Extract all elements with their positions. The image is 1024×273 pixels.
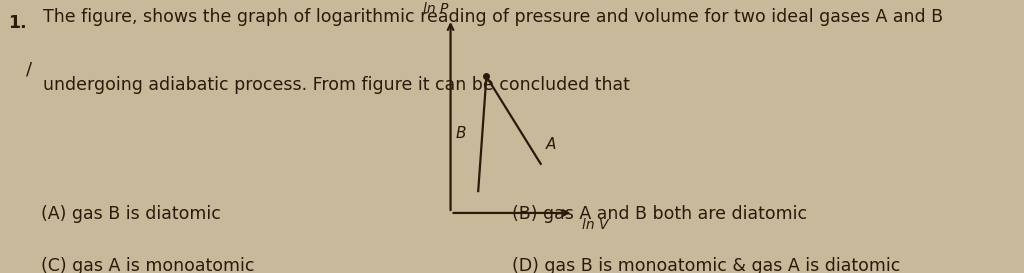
Text: (A) gas B is diatomic: (A) gas B is diatomic: [41, 205, 221, 223]
Text: (C) gas A is monoatomic: (C) gas A is monoatomic: [41, 257, 254, 273]
Text: ln P: ln P: [423, 2, 447, 16]
Text: (D) gas B is monoatomic & gas A is diatomic: (D) gas B is monoatomic & gas A is diato…: [512, 257, 900, 273]
Text: B: B: [456, 126, 466, 141]
Text: The figure, shows the graph of logarithmic reading of pressure and volume for tw: The figure, shows the graph of logarithm…: [43, 8, 943, 26]
Text: (B) gas A and B both are diatomic: (B) gas A and B both are diatomic: [512, 205, 807, 223]
Text: 1.: 1.: [8, 14, 27, 32]
Text: /: /: [26, 60, 32, 78]
Text: undergoing adiabatic process. From figure it can be concluded that: undergoing adiabatic process. From figur…: [43, 76, 630, 94]
Text: A: A: [546, 137, 556, 152]
Text: ln V: ln V: [582, 218, 608, 232]
